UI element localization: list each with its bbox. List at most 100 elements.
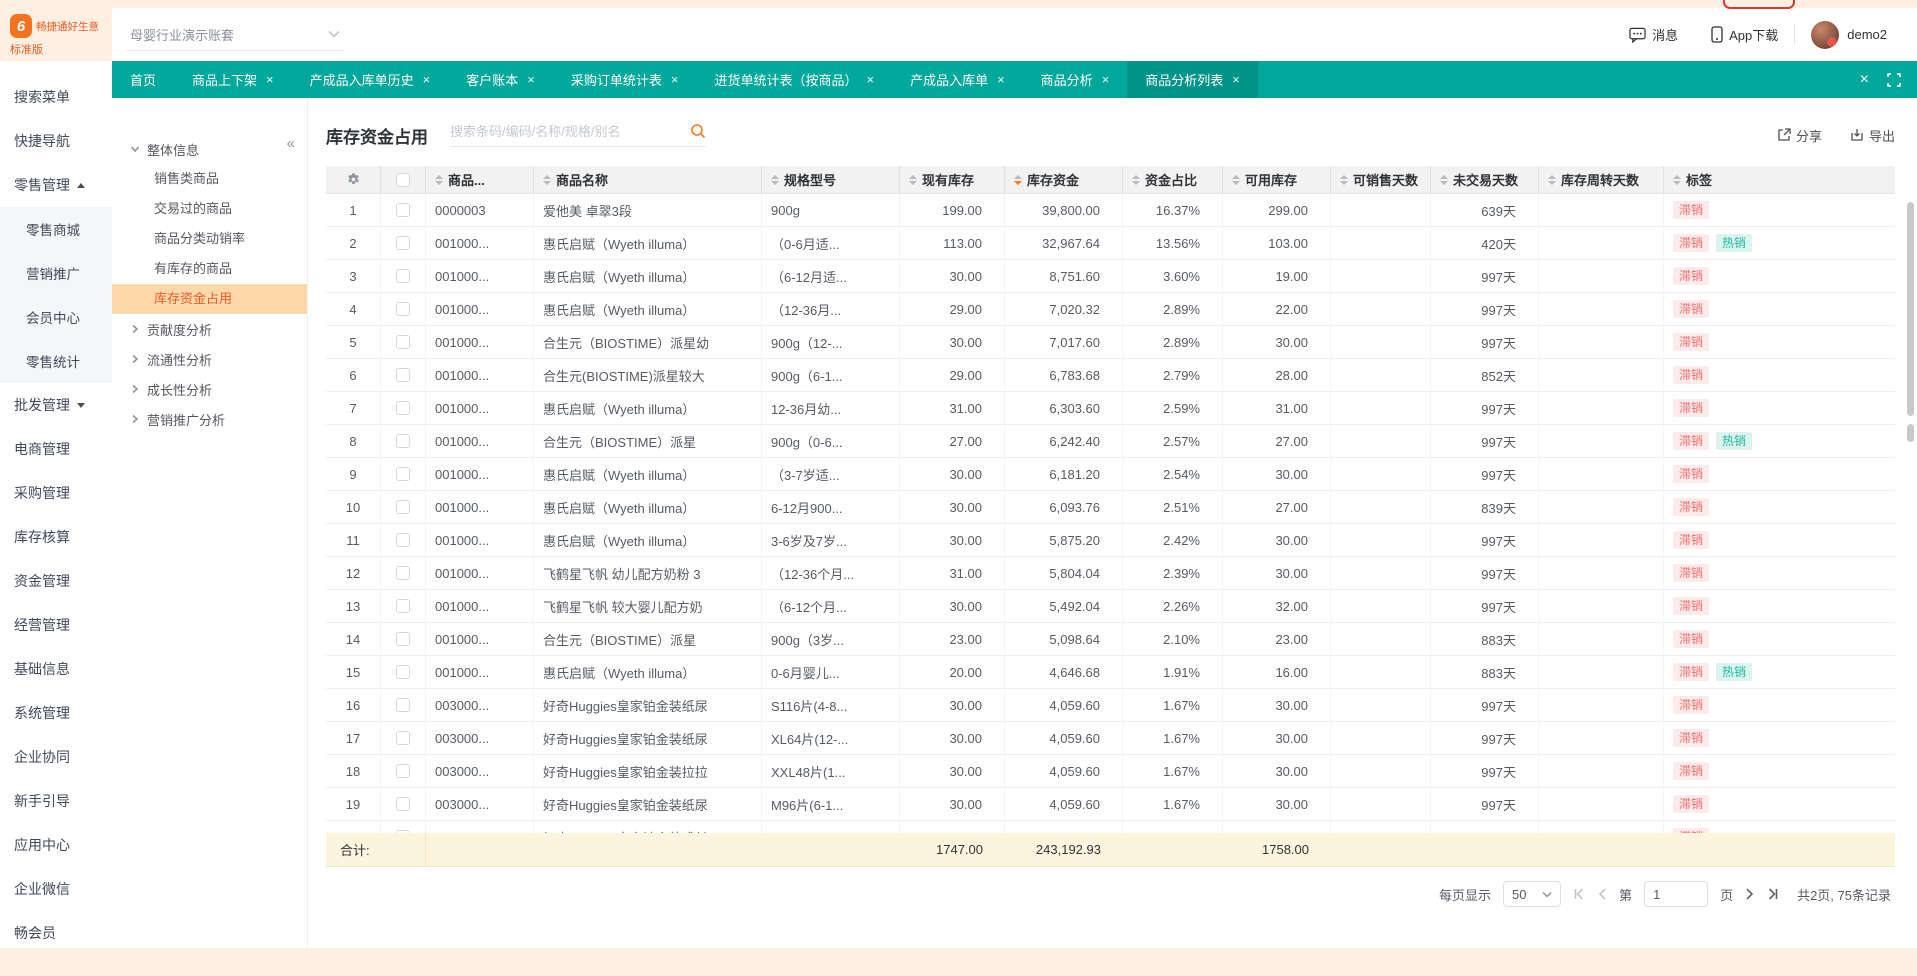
row-checkbox[interactable] <box>396 533 410 547</box>
tab[interactable]: 产成品入库单历史 × <box>292 61 449 98</box>
fullscreen-icon[interactable] <box>1887 72 1901 87</box>
row-checkbox[interactable] <box>396 401 410 415</box>
row-checkbox[interactable] <box>396 731 410 745</box>
sort-arrows-icon[interactable] <box>1548 174 1556 185</box>
tab[interactable]: 商品分析列表 × <box>1127 61 1258 98</box>
table-row[interactable]: 5 001000... 合生元（BIOSTIME）派星幼 900g（12-...… <box>326 326 1895 359</box>
sidebar-item[interactable]: 企业协同 <box>0 735 112 779</box>
sidebar-item[interactable]: 畅会员 <box>0 911 112 948</box>
tab-close-icon[interactable]: × <box>1232 72 1240 87</box>
sort-arrows-icon[interactable] <box>1014 174 1022 185</box>
row-checkbox[interactable] <box>396 764 410 778</box>
row-checkbox[interactable] <box>396 830 410 833</box>
tab-close-icon[interactable]: × <box>266 72 274 87</box>
tab-close-icon[interactable]: × <box>866 72 875 87</box>
sort-arrows-icon[interactable] <box>543 174 551 185</box>
sidebar-item[interactable]: 会员中心 <box>0 295 112 339</box>
collapse-panel-icon[interactable]: « <box>286 135 295 152</box>
sidebar-item[interactable]: 零售商城 <box>0 207 112 251</box>
sort-arrows-icon[interactable] <box>1673 174 1681 185</box>
sort-arrows-icon[interactable] <box>1132 174 1140 185</box>
row-checkbox[interactable] <box>396 500 410 514</box>
table-row[interactable]: 13 001000... 飞鹤星飞帆 较大婴儿配方奶 （6-12个月... 30… <box>326 590 1895 623</box>
table-row[interactable]: 3 001000... 惠氏启赋（Wyeth illuma） （6-12月适..… <box>326 260 1895 293</box>
sort-arrows-icon[interactable] <box>1440 174 1448 185</box>
table-row[interactable]: 1 0000003 爱他美 卓翠3段 900g 199.00 39,800.00… <box>326 194 1895 227</box>
row-checkbox[interactable] <box>396 434 410 448</box>
tree-group[interactable]: 整体信息 <box>112 134 307 164</box>
column-header[interactable]: 库存周转天数 <box>1539 166 1664 193</box>
sidebar-item[interactable]: 资金管理 <box>0 559 112 603</box>
table-row[interactable]: 8 001000... 合生元（BIOSTIME）派星 900g（0-6... … <box>326 425 1895 458</box>
per-page-select[interactable]: 50 <box>1503 881 1562 907</box>
sort-arrows-icon[interactable] <box>909 174 917 185</box>
table-row[interactable]: 17 003000... 好奇Huggies皇家铂金装纸尿 XL64片(12-.… <box>326 722 1895 755</box>
tree-leaf[interactable]: 有库存的商品 <box>112 254 307 284</box>
sidebar-item[interactable]: 零售统计 <box>0 339 112 383</box>
table-row[interactable]: 10 001000... 惠氏启赋（Wyeth illuma） 6-12月900… <box>326 491 1895 524</box>
sidebar-item[interactable]: 电商管理 <box>0 427 112 471</box>
column-header[interactable]: 可销售天数 <box>1331 166 1431 193</box>
avatar[interactable] <box>1811 20 1840 49</box>
tree-group[interactable]: 流通性分析 <box>112 344 307 374</box>
scrollbar-thumb[interactable] <box>1907 424 1914 442</box>
table-row[interactable]: 2 001000... 惠氏启赋（Wyeth illuma） （0-6月适...… <box>326 227 1895 260</box>
row-checkbox[interactable] <box>396 599 410 613</box>
sidebar-item[interactable]: 批发管理 <box>0 383 112 427</box>
select-all-checkbox[interactable] <box>396 172 410 187</box>
page-input[interactable] <box>1644 881 1709 907</box>
tree-group[interactable]: 营销推广分析 <box>112 404 307 434</box>
tab[interactable]: 进货单统计表（按商品） × <box>696 61 892 98</box>
sidebar-item[interactable]: 库存核算 <box>0 515 112 559</box>
close-all-tabs-icon[interactable]: × <box>1859 70 1869 88</box>
table-row[interactable]: 9 001000... 惠氏启赋（Wyeth illuma） （3-7岁适...… <box>326 458 1895 491</box>
tree-group[interactable]: 贡献度分析 <box>112 314 307 344</box>
column-header[interactable]: 资金占比 <box>1123 166 1223 193</box>
table-row[interactable]: 14 001000... 合生元（BIOSTIME）派星 900g（3岁... … <box>326 623 1895 656</box>
row-checkbox[interactable] <box>396 665 410 679</box>
sidebar-item[interactable]: 系统管理 <box>0 691 112 735</box>
row-checkbox[interactable] <box>396 269 410 283</box>
sort-arrows-icon[interactable] <box>1340 174 1348 185</box>
sidebar-item[interactable]: 经营管理 <box>0 603 112 647</box>
tab-close-icon[interactable]: × <box>422 72 431 87</box>
tree-group[interactable]: 成长性分析 <box>112 374 307 404</box>
table-row[interactable]: 15 001000... 惠氏启赋（Wyeth illuma） 0-6月婴儿..… <box>326 656 1895 689</box>
tab-close-icon[interactable]: × <box>670 72 679 87</box>
export-button[interactable]: 导出 <box>1850 126 1895 145</box>
tab-close-icon[interactable]: × <box>997 72 1005 87</box>
tab-close-icon[interactable]: × <box>1101 72 1110 87</box>
last-page-button[interactable] <box>1766 888 1779 900</box>
table-row[interactable]: 20 003000... 好奇Huggies皇家铂金装成长 ... 30.00 … <box>326 821 1895 833</box>
row-checkbox[interactable] <box>396 467 410 481</box>
account-select[interactable]: 母婴行业演示账套 <box>126 19 344 51</box>
column-header[interactable]: 现有库存 <box>900 166 1005 193</box>
sidebar-item[interactable]: 基础信息 <box>0 647 112 691</box>
table-row[interactable]: 7 001000... 惠氏启赋（Wyeth illuma） 12-36月幼..… <box>326 392 1895 425</box>
table-row[interactable]: 12 001000... 飞鹤星飞帆 幼儿配方奶粉 3 （12-36个月... … <box>326 557 1895 590</box>
row-checkbox[interactable] <box>396 302 410 316</box>
table-row[interactable]: 16 003000... 好奇Huggies皇家铂金装纸尿 S116片(4-8.… <box>326 689 1895 722</box>
column-header[interactable]: 商品... <box>426 166 534 193</box>
sidebar-item[interactable]: 营销推广 <box>0 251 112 295</box>
column-header[interactable]: 规格型号 <box>762 166 900 193</box>
row-checkbox[interactable] <box>396 566 410 580</box>
column-header[interactable]: 未交易天数 <box>1431 166 1539 193</box>
table-row[interactable]: 6 001000... 合生元(BIOSTIME)派星较大 900g（6-1..… <box>326 359 1895 392</box>
column-header[interactable]: 可用库存 <box>1223 166 1331 193</box>
sidebar-item[interactable]: 应用中心 <box>0 823 112 867</box>
sidebar-item[interactable]: 零售管理 <box>0 163 112 207</box>
sidebar-item[interactable]: 搜索菜单 <box>0 75 112 119</box>
sidebar-item[interactable]: 快捷导航 <box>0 119 112 163</box>
column-settings-button[interactable] <box>326 166 381 193</box>
search-input[interactable] <box>450 123 690 139</box>
tab[interactable]: 商品分析 × <box>1023 61 1128 98</box>
table-row[interactable]: 19 003000... 好奇Huggies皇家铂金装纸尿 M96片(6-1..… <box>326 788 1895 821</box>
column-header[interactable]: 商品名称 <box>534 166 762 193</box>
row-checkbox[interactable] <box>396 368 410 382</box>
row-checkbox[interactable] <box>396 698 410 712</box>
select-all-checkbox-cell[interactable] <box>381 166 426 193</box>
column-header[interactable]: 标签 <box>1664 166 1895 193</box>
table-row[interactable]: 18 003000... 好奇Huggies皇家铂金装拉拉 XXL48片(1..… <box>326 755 1895 788</box>
search-icon[interactable] <box>690 123 706 139</box>
